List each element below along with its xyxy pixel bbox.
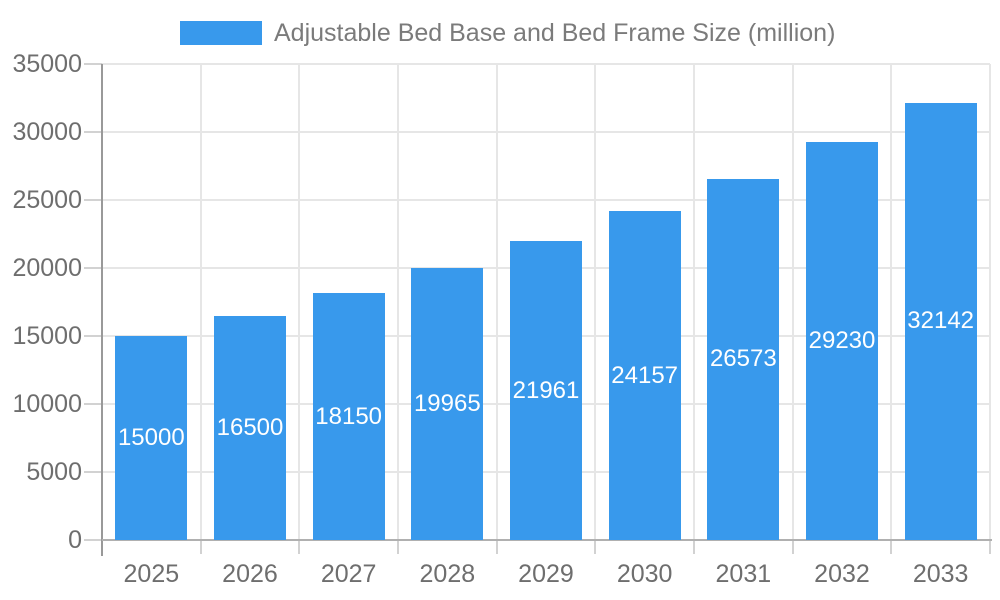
x-gridline xyxy=(594,64,597,540)
y-axis-tick xyxy=(84,335,102,337)
legend-swatch xyxy=(180,21,262,45)
y-axis-label: 10000 xyxy=(12,390,82,418)
x-gridline xyxy=(199,64,202,540)
bar-value-label: 19965 xyxy=(413,390,481,418)
x-gridline xyxy=(397,64,399,540)
y-axis-label: 25000 xyxy=(12,186,82,214)
y-axis-tick xyxy=(84,63,102,65)
x-axis-label: 2032 xyxy=(814,560,870,588)
x-axis-tick xyxy=(199,541,202,554)
x-axis-tick xyxy=(298,541,301,554)
bar-2032[interactable] xyxy=(806,142,878,540)
bar-value-label: 15000 xyxy=(117,424,185,451)
legend: Adjustable Bed Base and Bed Frame Size (… xyxy=(180,20,835,46)
bar-value-label: 24157 xyxy=(611,361,679,389)
bar-value-label: 21961 xyxy=(512,376,580,404)
y-gridline xyxy=(102,199,990,201)
y-axis-label: 15000 xyxy=(12,322,82,350)
x-gridline xyxy=(791,64,794,540)
bar-2025[interactable] xyxy=(115,336,188,540)
x-axis-label: 2025 xyxy=(123,560,180,588)
bar-value-label: 18150 xyxy=(315,402,383,430)
bar-2031[interactable] xyxy=(707,178,780,540)
x-gridline xyxy=(298,64,301,540)
bar-value-label: 29230 xyxy=(808,327,876,355)
x-gridline xyxy=(989,64,991,540)
bar-value-label: 16500 xyxy=(216,413,284,441)
bar-2027[interactable] xyxy=(312,293,385,540)
bar-2028[interactable] xyxy=(411,268,484,540)
x-gridline xyxy=(693,64,695,540)
y-axis-tick xyxy=(84,403,102,405)
bar-2030[interactable] xyxy=(608,211,681,540)
x-axis-label: 2030 xyxy=(616,560,673,588)
x-axis-label: 2031 xyxy=(715,560,772,588)
x-axis-label: 2027 xyxy=(320,560,377,588)
y-axis-tick xyxy=(84,267,102,269)
x-axis-tick xyxy=(693,541,695,554)
x-axis-label: 2033 xyxy=(912,560,969,588)
x-axis-tick xyxy=(791,541,794,554)
bar-2026[interactable] xyxy=(214,315,286,540)
x-axis-tick xyxy=(989,541,991,554)
x-axis-line xyxy=(102,539,992,541)
legend-label: Adjustable Bed Base and Bed Frame Size (… xyxy=(274,19,836,47)
x-axis-tick xyxy=(594,541,597,554)
bar-value-label: 32142 xyxy=(907,307,975,335)
y-axis-label: 0 xyxy=(68,526,82,554)
x-axis-label: 2029 xyxy=(518,560,574,588)
y-gridline xyxy=(102,131,990,133)
y-axis-tick xyxy=(84,199,102,201)
x-gridline xyxy=(495,64,498,540)
y-axis-label: 30000 xyxy=(12,118,82,146)
y-axis-tick xyxy=(84,539,102,541)
x-axis-label: 2028 xyxy=(419,560,476,588)
y-axis-label: 35000 xyxy=(12,50,82,78)
x-axis-tick xyxy=(890,541,893,554)
bar-2029[interactable] xyxy=(510,241,582,540)
bar-value-label: 26573 xyxy=(709,345,777,373)
y-axis-tick xyxy=(84,471,102,473)
x-axis-label: 2026 xyxy=(222,560,278,588)
y-axis-line xyxy=(101,64,103,556)
y-axis-label: 20000 xyxy=(12,254,82,282)
y-axis-label: 5000 xyxy=(26,458,82,486)
x-axis-tick xyxy=(397,541,399,554)
x-axis-tick xyxy=(495,541,498,554)
y-gridline xyxy=(102,63,990,65)
y-axis-tick xyxy=(84,131,102,133)
x-gridline xyxy=(890,64,893,540)
bar-2033[interactable] xyxy=(904,102,977,540)
